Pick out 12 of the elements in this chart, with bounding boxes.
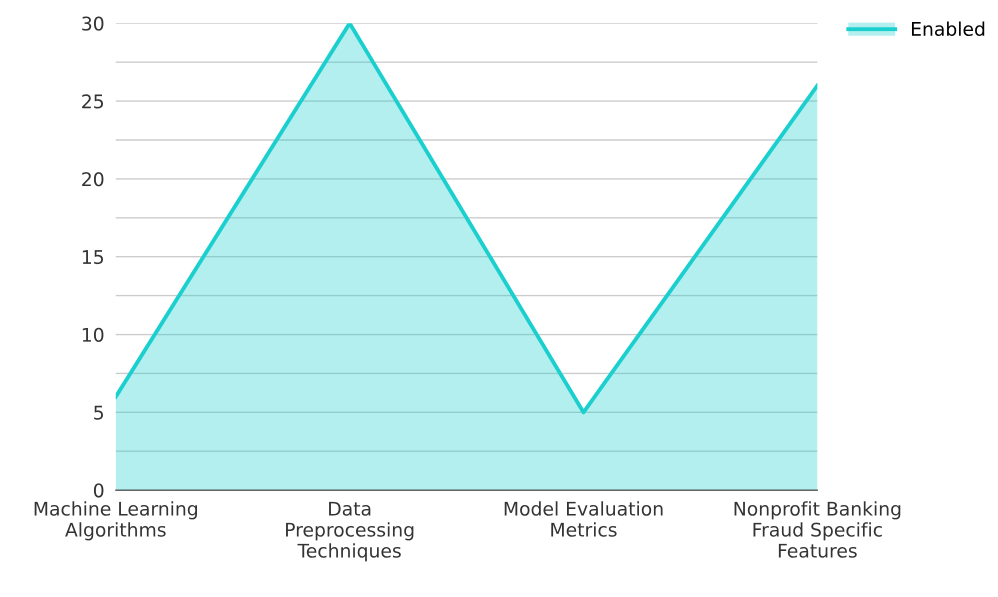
y-tick-label: 20	[82, 172, 104, 186]
x-tick-label: Machine Learning Algorithms	[34, 501, 197, 540]
legend-label: Enabled	[912, 21, 984, 36]
y-tick-label: 15	[82, 250, 104, 264]
y-tick-label: 0	[94, 483, 104, 498]
y-tick-label: 30	[82, 16, 104, 31]
y-tick-label: 5	[94, 406, 104, 420]
x-tick-label: Nonprofit Banking Fraud Specific Features	[734, 501, 900, 558]
x-tick-label: Data Preprocessing Techniques	[286, 502, 414, 562]
y-tick-label: 25	[82, 94, 104, 108]
y-tick-label: 10	[82, 328, 104, 342]
x-tick-label: Model Evaluation Metrics	[504, 501, 662, 537]
